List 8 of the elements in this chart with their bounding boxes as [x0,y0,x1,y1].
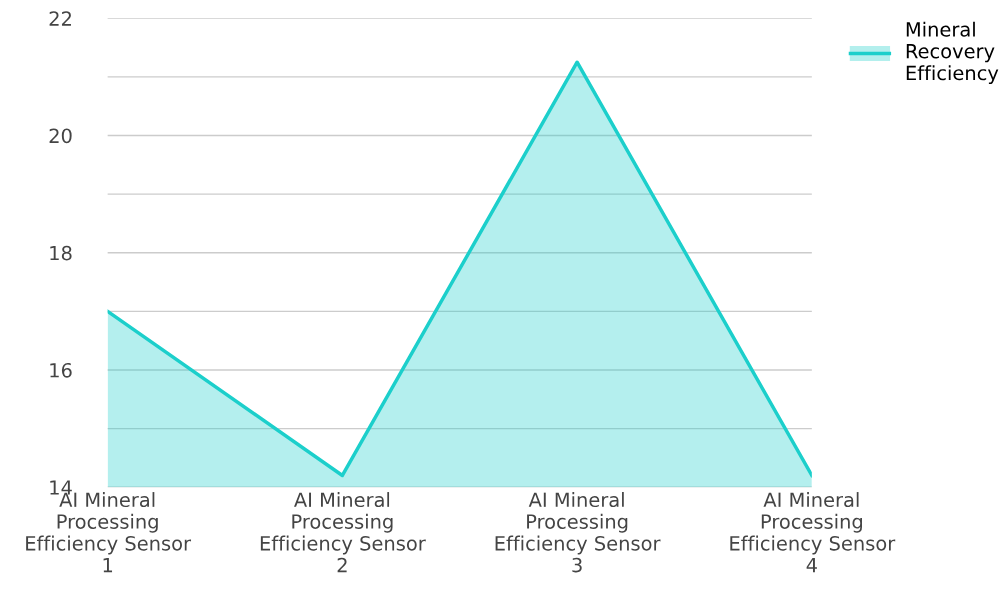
x-tick-label: AI Mineral Processing Efficiency Sensor 3 [495,492,661,573]
y-tick-label: 18 [50,245,72,261]
y-tick-label: 22 [49,11,71,26]
legend-label: Mineral Recovery Efficiency [906,21,999,85]
x-tick-label: AI Mineral Processing Efficiency Sensor 4 [730,492,896,573]
y-tick-label: 20 [49,128,72,144]
y-tick-label: 16 [50,362,72,378]
x-tick-label: AI Mineral Processing Efficiency Sensor 2 [260,492,426,573]
